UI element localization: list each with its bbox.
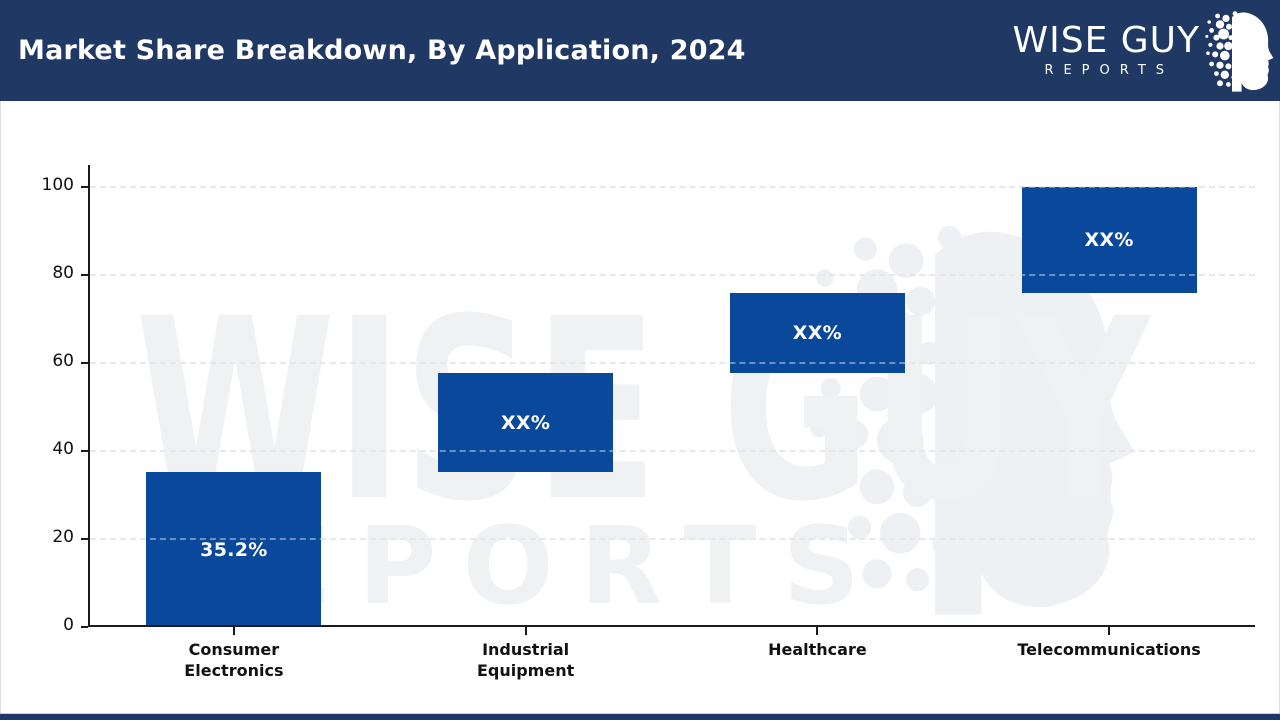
category-label-line: Electronics bbox=[184, 661, 284, 681]
gridline bbox=[90, 362, 1255, 364]
logo-text: WISE GUY REPORTS bbox=[1012, 20, 1201, 79]
y-axis-tick-label: 60 bbox=[52, 351, 74, 371]
plot-area: 0 20 40 60 80 100 35.2% Consumer Electronics XX% I… bbox=[42, 165, 1255, 680]
y-axis-tick bbox=[81, 450, 88, 452]
y-axis-tick-label: 40 bbox=[52, 439, 74, 459]
logo-subname: REPORTS bbox=[1044, 63, 1175, 78]
bar-value-label: XX% bbox=[1084, 229, 1134, 251]
y-axis-tick bbox=[81, 186, 88, 188]
x-axis-tick bbox=[524, 627, 527, 635]
chart-area: 0 20 40 60 80 100 35.2% Consumer Electronics XX% I… bbox=[42, 165, 1255, 680]
page-title: Market Share Breakdown, By Application, … bbox=[18, 35, 746, 66]
gridline-overlay bbox=[90, 538, 1255, 540]
footer-hairline bbox=[0, 713, 1280, 714]
gridline bbox=[90, 538, 1255, 540]
category-label-line: Consumer bbox=[188, 640, 280, 659]
x-axis-line bbox=[88, 625, 1255, 627]
category-label-line: Equipment bbox=[476, 661, 575, 681]
category-label: Telecommunications bbox=[979, 639, 1239, 660]
gridline-overlay bbox=[90, 362, 1255, 364]
bar-segment: XX% bbox=[729, 293, 905, 374]
bar-value-label: XX% bbox=[792, 322, 843, 345]
x-axis-tick bbox=[1108, 627, 1111, 635]
category-label: Consumer Electronics bbox=[104, 639, 364, 681]
bar-value-label: 35.2% bbox=[200, 538, 268, 561]
y-axis-tick bbox=[81, 362, 88, 364]
bar-segment: XX% bbox=[1021, 187, 1197, 293]
y-axis-tick-label: 20 bbox=[52, 527, 74, 547]
category-label-line: Industrial bbox=[482, 640, 570, 659]
wiseguy-logo: WISE GUY REPORTS bbox=[1013, 0, 1275, 101]
gridline-overlay bbox=[90, 274, 1255, 276]
bar-value-label: XX% bbox=[500, 411, 551, 434]
header-bar: Market Share Breakdown, By Application, … bbox=[0, 0, 1280, 101]
category-label-line: Telecommunications bbox=[1017, 640, 1201, 659]
gridline bbox=[90, 274, 1255, 276]
category-label: Industrial Equipment bbox=[396, 639, 656, 681]
y-axis-tick-label: 80 bbox=[52, 263, 74, 283]
y-axis-tick-label: 100 bbox=[41, 175, 74, 195]
y-axis-tick bbox=[81, 538, 88, 540]
y-axis-tick-label: 0 bbox=[63, 615, 74, 635]
gridline bbox=[90, 450, 1255, 452]
dotted-head-profile-icon bbox=[1205, 10, 1274, 92]
category-label: Healthcare bbox=[687, 639, 947, 660]
y-axis-tick bbox=[81, 274, 88, 276]
bar-segment: XX% bbox=[438, 373, 614, 473]
gridline-overlay bbox=[90, 186, 1255, 188]
bar-segment: 35.2% bbox=[146, 472, 322, 627]
x-axis-tick bbox=[816, 627, 819, 635]
x-axis-tick bbox=[232, 627, 235, 635]
gridline bbox=[90, 186, 1255, 188]
y-axis-line bbox=[88, 165, 90, 627]
page-border-left bbox=[0, 101, 1, 714]
footer-bar bbox=[0, 714, 1280, 720]
category-label-line: Healthcare bbox=[768, 640, 867, 659]
logo-name: WISE GUY bbox=[1012, 20, 1200, 61]
gridline-overlay bbox=[90, 450, 1255, 452]
y-axis-tick bbox=[81, 626, 88, 628]
